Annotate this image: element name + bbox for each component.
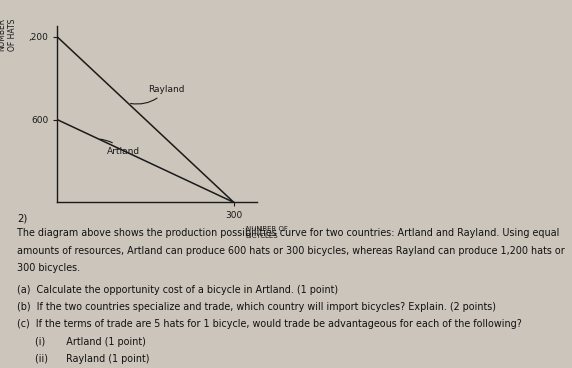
Y-axis label: NUMBER
OF HATS: NUMBER OF HATS [0,18,17,51]
Text: (ii)      Rayland (1 point): (ii) Rayland (1 point) [17,354,150,364]
Text: The diagram above shows the production possibilities curve for two countries: Ar: The diagram above shows the production p… [17,228,559,238]
Text: (i)       Artland (1 point): (i) Artland (1 point) [17,337,146,347]
Text: Rayland: Rayland [130,85,185,104]
Text: 2): 2) [17,213,27,223]
Text: (c)  If the terms of trade are 5 hats for 1 bicycle, would trade be advantageous: (c) If the terms of trade are 5 hats for… [17,319,522,329]
Text: NUMBER OF
BICYCLES: NUMBER OF BICYCLES [245,226,288,239]
Text: amounts of resources, Artland can produce 600 hats or 300 bicycles, whereas Rayl: amounts of resources, Artland can produc… [17,246,565,256]
Text: (a)  Calculate the opportunity cost of a bicycle in Artland. (1 point): (a) Calculate the opportunity cost of a … [17,285,338,295]
Text: 300 bicycles.: 300 bicycles. [17,263,80,273]
Text: Artland: Artland [100,139,140,156]
Text: (b)  If the two countries specialize and trade, which country will import bicycl: (b) If the two countries specialize and … [17,302,496,312]
